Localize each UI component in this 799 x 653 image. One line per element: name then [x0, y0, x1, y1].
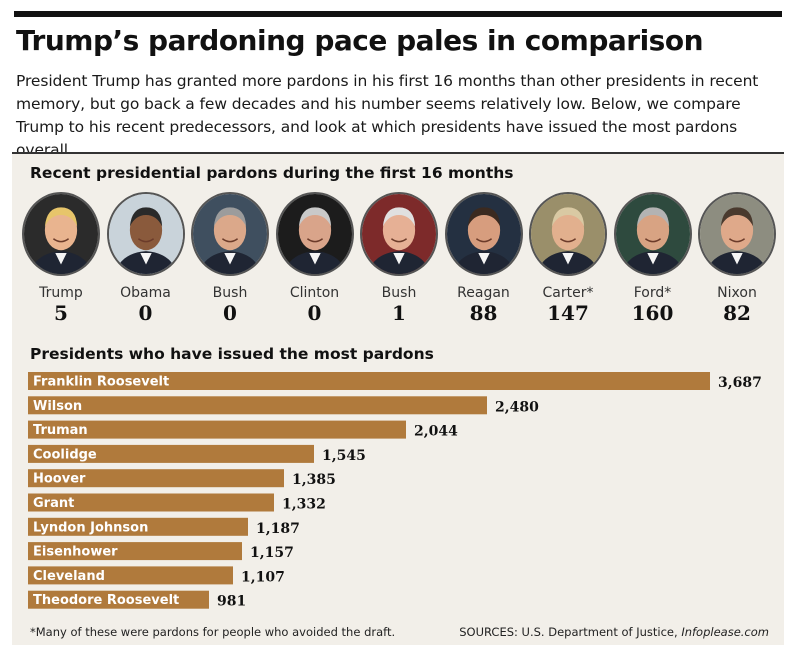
- pardon-count: 0: [223, 301, 237, 325]
- bar-5: [28, 493, 274, 512]
- portrait-photo: [275, 192, 354, 276]
- sources-italic: Infoplease.com: [681, 625, 769, 639]
- section-divider: [12, 152, 784, 154]
- bar-value-1: 2,480: [495, 399, 539, 415]
- bar-value-3: 1,545: [322, 448, 366, 464]
- president-3: Clinton 0: [274, 192, 356, 325]
- bar-2: [28, 420, 406, 439]
- president-2: Bush 0: [189, 192, 271, 325]
- bar-6: [28, 517, 248, 536]
- pardon-count: 0: [138, 301, 153, 325]
- portrait-photo: [191, 192, 269, 276]
- bar-4: [28, 469, 284, 488]
- president-0: Trump 5: [20, 192, 102, 325]
- president-name: Bush: [212, 285, 248, 301]
- recent-pardons-heading: Recent presidential pardons during the f…: [30, 164, 514, 182]
- president-name: Bush: [381, 285, 417, 301]
- president-name: Reagan: [457, 285, 510, 301]
- president-7: Ford* 160: [612, 192, 694, 325]
- bar-label-0: Franklin Roosevelt: [33, 375, 169, 390]
- president-name: Clinton: [289, 285, 340, 301]
- bar-label-4: Hoover: [33, 472, 86, 487]
- bar-label-8: Cleveland: [33, 569, 105, 584]
- president-name: Ford*: [633, 285, 672, 301]
- president-name: Trump: [39, 285, 83, 301]
- most-pardons-heading: Presidents who have issued the most pard…: [30, 345, 434, 363]
- president-name: Nixon: [717, 285, 757, 301]
- bar-label-9: Theodore Roosevelt: [33, 593, 179, 608]
- portrait-photo: [529, 192, 607, 276]
- president-name: Obama: [120, 285, 171, 301]
- sources-prefix: SOURCES: U.S. Department of Justice,: [459, 625, 682, 639]
- portrait-photo: [613, 192, 692, 276]
- bar-value-2: 2,044: [414, 424, 458, 440]
- pardon-count: 5: [54, 301, 68, 325]
- president-1: Obama 0: [105, 192, 187, 325]
- pardon-count: 88: [469, 301, 498, 325]
- bar-value-9: 981: [217, 594, 246, 610]
- portrait-photo: [444, 192, 523, 276]
- pardon-count: 82: [723, 301, 751, 325]
- bar-9: [28, 590, 209, 609]
- president-name: Carter*: [542, 285, 594, 301]
- bar-label-2: Truman: [33, 423, 88, 438]
- bar-7: [28, 542, 242, 561]
- bar-value-0: 3,687: [718, 375, 762, 391]
- president-5: Reagan 88: [443, 192, 525, 325]
- bar-label-6: Lyndon Johnson: [33, 520, 148, 535]
- portrait-photo: [22, 192, 100, 276]
- bar-label-5: Grant: [33, 496, 74, 511]
- pardon-count: 1: [392, 301, 406, 325]
- bar-label-7: Eisenhower: [33, 545, 118, 560]
- bar-value-4: 1,385: [292, 472, 336, 488]
- bar-label-1: Wilson: [33, 399, 82, 414]
- bar-value-6: 1,187: [256, 521, 300, 537]
- portrait-photo: [698, 192, 776, 276]
- portrait-photo: [106, 192, 185, 276]
- page-title: Trump’s pardoning pace pales in comparis…: [16, 24, 704, 57]
- top-rule: [14, 11, 782, 17]
- bar-1: [28, 396, 487, 415]
- portrait-photo: [360, 192, 438, 276]
- bar-8: [28, 566, 233, 585]
- footnote: *Many of these were pardons for people w…: [30, 625, 396, 639]
- president-4: Bush 1: [358, 192, 440, 325]
- president-6: Carter* 147: [527, 192, 609, 325]
- pardon-count: 0: [307, 301, 322, 325]
- bar-value-8: 1,107: [241, 569, 285, 585]
- sources-line: SOURCES: U.S. Department of Justice, Inf…: [459, 625, 769, 639]
- pardon-count: 147: [547, 301, 589, 325]
- pardon-count: 160: [631, 301, 674, 325]
- bar-value-5: 1,332: [282, 497, 326, 513]
- bar-label-3: Coolidge: [33, 447, 97, 462]
- president-8: Nixon 82: [696, 192, 778, 325]
- bar-value-7: 1,157: [250, 545, 294, 561]
- bar-3: [28, 444, 314, 463]
- intro-text: President Trump has granted more pardons…: [16, 72, 759, 159]
- bar-0: [28, 372, 710, 390]
